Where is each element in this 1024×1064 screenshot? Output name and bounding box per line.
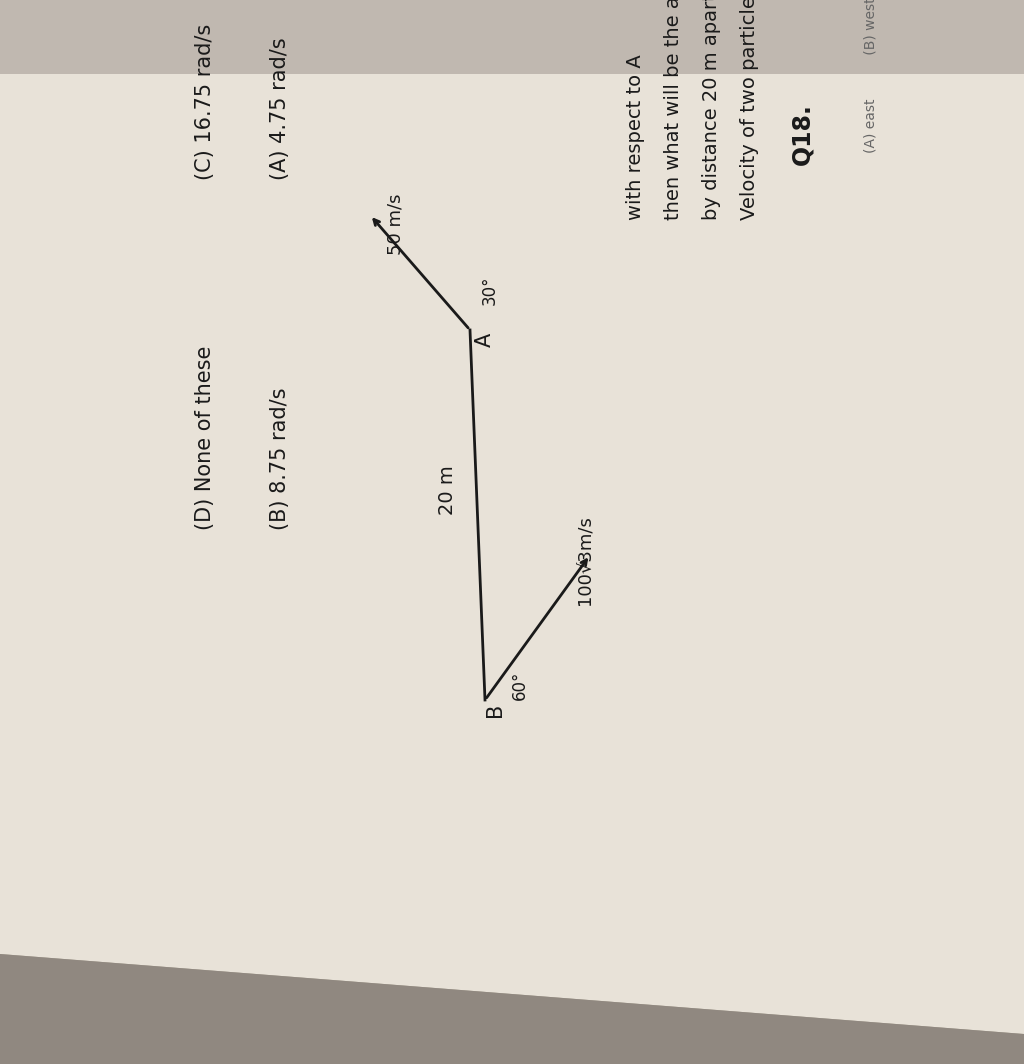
Text: 30°: 30° <box>481 276 499 304</box>
Text: with respect to A: with respect to A <box>626 54 645 220</box>
Text: (C) 16.75 rad/s: (C) 16.75 rad/s <box>195 23 215 180</box>
Text: 50 m/s: 50 m/s <box>386 194 404 255</box>
Text: by distance 20 m apart is as shown in figure: by distance 20 m apart is as shown in fi… <box>702 0 721 220</box>
Text: 60°: 60° <box>511 670 529 700</box>
Text: (A) 4.75 rad/s: (A) 4.75 rad/s <box>270 37 290 180</box>
Text: (B) 8.75 rad/s: (B) 8.75 rad/s <box>270 387 290 530</box>
Text: (A) east          (B) west: (A) east (B) west <box>863 0 877 153</box>
Text: Velocity of two particles A and B separated: Velocity of two particles A and B separa… <box>740 0 759 220</box>
Polygon shape <box>0 954 1024 1064</box>
Text: 100√3m/s: 100√3m/s <box>575 515 594 605</box>
Text: B: B <box>485 703 505 717</box>
Text: (D) None of these: (D) None of these <box>195 346 215 530</box>
Text: 20 m: 20 m <box>438 465 457 515</box>
Polygon shape <box>0 0 1024 1034</box>
Polygon shape <box>0 0 1024 74</box>
Text: A: A <box>475 333 495 347</box>
Text: Q18.: Q18. <box>790 103 814 165</box>
Text: then what will be the angular velocity of B: then what will be the angular velocity o… <box>664 0 683 220</box>
